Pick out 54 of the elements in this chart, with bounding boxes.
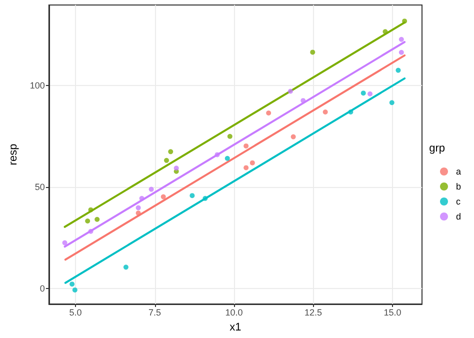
point [250, 160, 255, 166]
y-axis-title: resp [8, 144, 20, 166]
point [244, 165, 249, 170]
point [389, 100, 394, 106]
point [148, 186, 154, 192]
point [136, 205, 141, 210]
legend-title: grp [429, 142, 446, 154]
point [94, 216, 100, 222]
point [174, 166, 179, 171]
point [368, 91, 373, 96]
x-tick-label: 15.0 [384, 308, 402, 318]
point [88, 207, 94, 212]
y-tick-label: 100 [30, 80, 45, 90]
point [202, 196, 208, 201]
point [168, 149, 174, 154]
point [160, 194, 166, 200]
legend-label: b [456, 182, 462, 192]
x-axis-title: x1 [230, 322, 242, 334]
point [402, 18, 408, 24]
point [72, 287, 78, 292]
point [396, 68, 401, 73]
point [123, 264, 128, 270]
point [227, 134, 232, 139]
y-tick-label: 0 [40, 284, 45, 294]
point [382, 29, 388, 34]
x-tick-label: 10.0 [225, 308, 243, 318]
legend-label: d [456, 212, 462, 222]
point [348, 109, 354, 114]
point [214, 152, 220, 158]
point [244, 143, 249, 148]
point [398, 50, 404, 55]
point [300, 98, 306, 104]
point [190, 193, 195, 198]
point [266, 110, 272, 116]
x-tick-label: 7.5 [148, 308, 162, 318]
legend-label: a [456, 166, 462, 176]
point [70, 282, 75, 287]
point [164, 158, 170, 163]
point [62, 240, 68, 246]
point [139, 196, 144, 201]
point [360, 90, 366, 96]
point [310, 50, 316, 55]
legend-label: c [456, 196, 461, 206]
point [290, 134, 296, 140]
point [322, 109, 328, 114]
point [288, 88, 293, 94]
point [224, 156, 230, 161]
point [398, 36, 404, 42]
point [88, 228, 94, 234]
point [85, 218, 90, 224]
y-tick-label: 50 [34, 182, 45, 192]
point [136, 210, 141, 216]
x-tick-label: 5.0 [69, 308, 82, 318]
x-tick-label: 12.5 [304, 308, 322, 318]
